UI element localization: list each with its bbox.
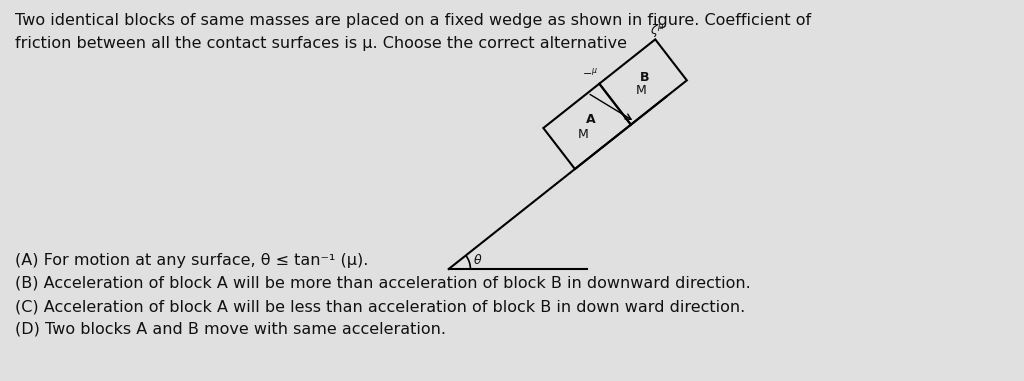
Text: $\theta$: $\theta$ bbox=[473, 253, 482, 267]
Text: B: B bbox=[640, 70, 650, 83]
Text: $\zeta^{\mu}$: $\zeta^{\mu}$ bbox=[650, 22, 666, 39]
Text: (D) Two blocks A and B move with same acceleration.: (D) Two blocks A and B move with same ac… bbox=[14, 322, 445, 337]
Text: M: M bbox=[636, 83, 646, 96]
Text: (C) Acceleration of block A will be less than acceleration of block B in down wa: (C) Acceleration of block A will be less… bbox=[14, 299, 745, 314]
Text: (A) For motion at any surface, θ ≤ tan⁻¹ (μ).: (A) For motion at any surface, θ ≤ tan⁻¹… bbox=[14, 253, 369, 268]
Text: friction between all the contact surfaces is μ. Choose the correct alternative: friction between all the contact surface… bbox=[14, 36, 627, 51]
Text: $-^{\mu}$: $-^{\mu}$ bbox=[582, 68, 598, 78]
Text: A: A bbox=[586, 113, 596, 126]
Text: M: M bbox=[578, 128, 589, 141]
Text: Two identical blocks of same masses are placed on a fixed wedge as shown in figu: Two identical blocks of same masses are … bbox=[14, 13, 811, 28]
Text: (B) Acceleration of block A will be more than acceleration of block B in downwar: (B) Acceleration of block A will be more… bbox=[14, 276, 751, 291]
